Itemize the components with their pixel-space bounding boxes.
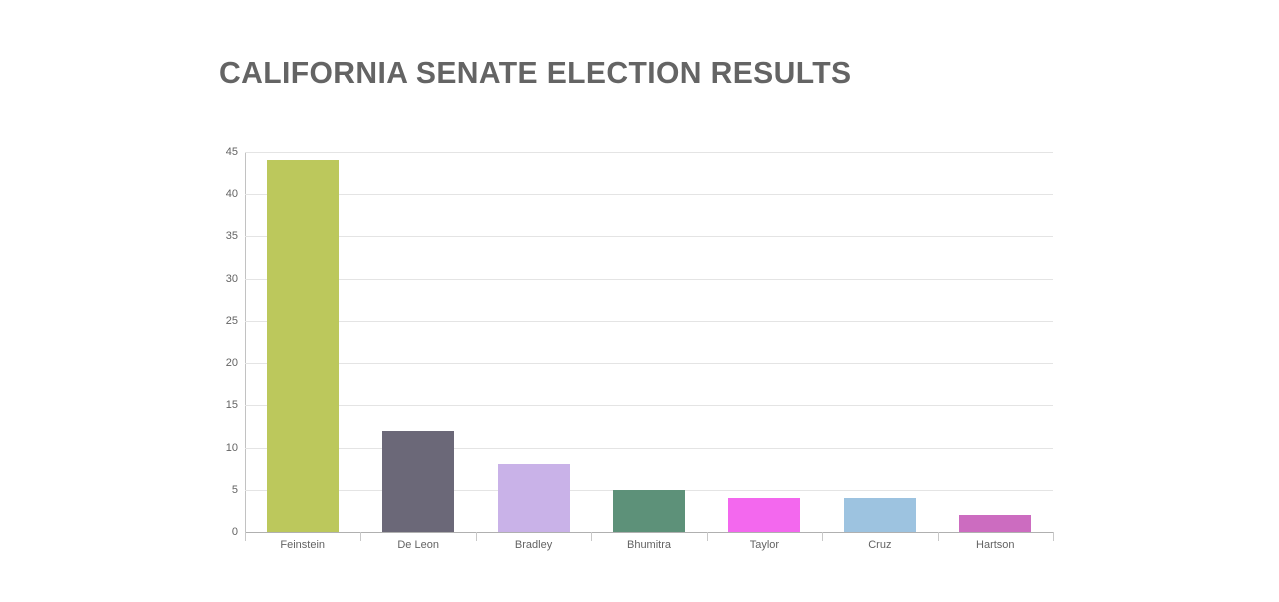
x-axis-line <box>245 532 1053 533</box>
chart-title: CALIFORNIA SENATE ELECTION RESULTS <box>219 55 852 90</box>
y-axis-tick-labels: 0 5 10 15 20 25 30 35 40 45 <box>216 146 238 538</box>
bar[interactable] <box>497 464 570 532</box>
y-tick-label: 25 <box>225 314 238 327</box>
bar-group <box>360 152 475 532</box>
x-tick-label: Bhumitra <box>626 539 672 551</box>
bar-group <box>707 152 822 532</box>
y-tick-label: 0 <box>231 526 238 538</box>
x-tick-mark <box>822 532 824 541</box>
x-tick-label: Cruz <box>868 539 892 551</box>
y-axis-line <box>245 152 246 533</box>
plot-area <box>245 152 1053 533</box>
y-tick-label: 30 <box>225 272 238 285</box>
y-tick-label: 20 <box>225 357 238 370</box>
bar[interactable] <box>959 515 1032 532</box>
x-tick-mark <box>360 532 362 541</box>
x-tick-mark <box>591 532 593 541</box>
y-tick-label: 10 <box>225 441 238 454</box>
bar[interactable] <box>612 489 685 532</box>
x-tick-mark <box>937 532 939 541</box>
gridline <box>245 236 1053 238</box>
x-tick-mark <box>475 532 477 541</box>
gridline <box>245 320 1053 322</box>
bar-group <box>938 152 1053 532</box>
bar[interactable] <box>728 498 801 532</box>
gridline <box>245 363 1053 365</box>
bar-group <box>476 152 591 532</box>
y-tick-label: 40 <box>225 188 238 201</box>
x-tick-label: Taylor <box>749 539 780 551</box>
gridline <box>245 405 1053 407</box>
x-tick-mark <box>706 532 708 541</box>
x-tick-label: Hartson <box>976 539 1015 551</box>
gridline <box>245 278 1053 280</box>
bar[interactable] <box>382 430 455 532</box>
gridline <box>245 194 1053 196</box>
gridline <box>245 447 1053 449</box>
bar[interactable] <box>843 498 916 532</box>
bar-group <box>245 152 360 532</box>
bar-group <box>822 152 937 532</box>
x-tick-label: Bradley <box>514 539 553 551</box>
x-tick-label: De Leon <box>397 539 439 551</box>
x-tick-label: Feinstein <box>280 539 326 551</box>
y-tick-label: 45 <box>225 146 238 158</box>
x-tick-mark <box>245 532 246 541</box>
x-tick-mark <box>1053 532 1054 541</box>
bar-group <box>591 152 706 532</box>
gridline <box>245 152 1053 153</box>
bar[interactable] <box>266 160 339 532</box>
y-tick-label: 35 <box>225 230 238 243</box>
y-tick-label: 15 <box>225 399 238 412</box>
y-tick-label: 5 <box>231 483 238 496</box>
